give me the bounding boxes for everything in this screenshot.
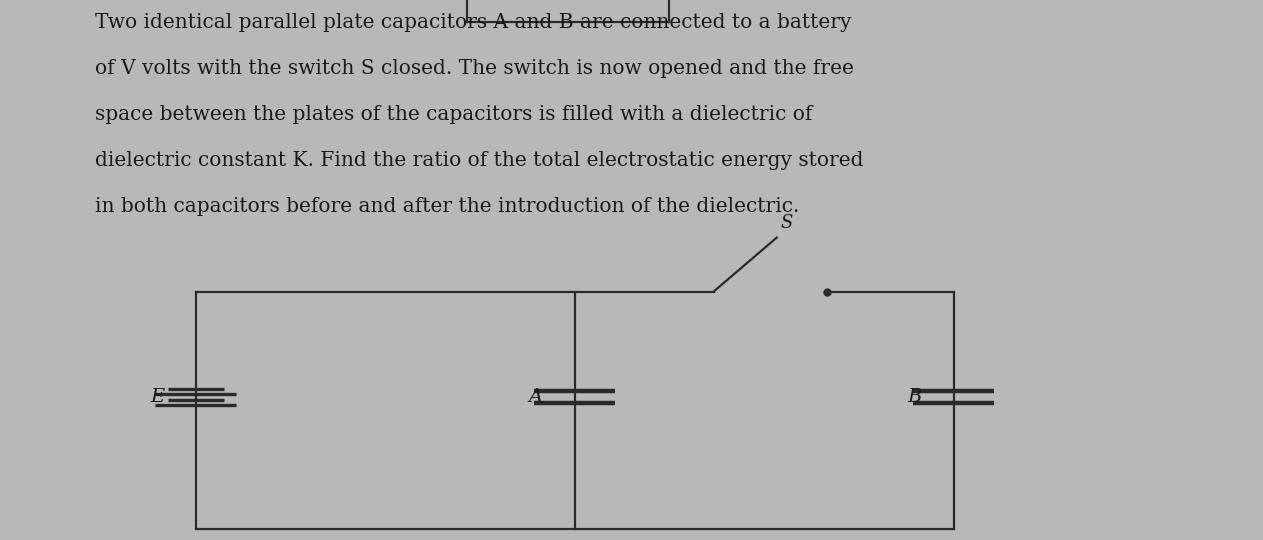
Text: Two identical parallel plate capacitors A and B are connected to a battery: Two identical parallel plate capacitors … (95, 14, 851, 32)
Text: E: E (150, 388, 164, 406)
Text: dielectric constant K. Find the ratio of the total electrostatic energy stored: dielectric constant K. Find the ratio of… (95, 151, 863, 170)
Text: B: B (908, 388, 922, 406)
Text: space between the plates of the capacitors is filled with a dielectric of: space between the plates of the capacito… (95, 105, 812, 124)
Text: S: S (781, 214, 793, 232)
Text: of V volts with the switch S closed. The switch is now opened and the free: of V volts with the switch S closed. The… (95, 59, 854, 78)
Text: in both capacitors before and after the introduction of the dielectric.: in both capacitors before and after the … (95, 197, 799, 216)
Text: A: A (529, 388, 543, 406)
